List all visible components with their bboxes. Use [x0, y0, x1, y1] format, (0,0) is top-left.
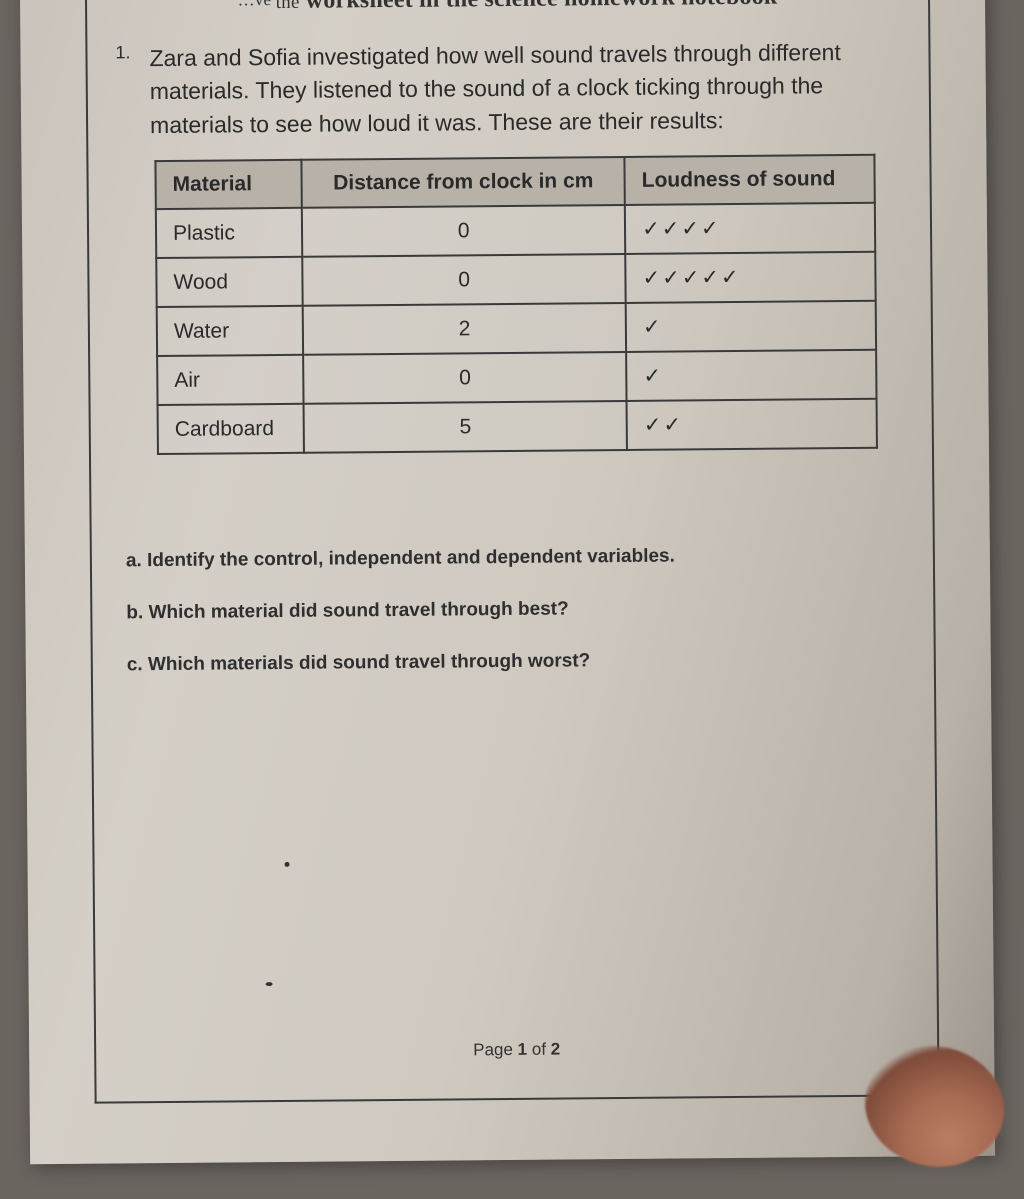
- results-table: Material Distance from clock in cm Loudn…: [154, 154, 878, 455]
- page-current: 1: [518, 1040, 528, 1059]
- table-header-row: Material Distance from clock in cm Loudn…: [155, 155, 874, 209]
- sub-question-a: a. Identify the control, independent and…: [126, 544, 905, 573]
- cell-material: Air: [157, 355, 304, 405]
- cell-distance: 5: [304, 401, 627, 453]
- page-total: 2: [551, 1040, 561, 1059]
- cell-distance: 0: [302, 254, 625, 306]
- cell-distance: 2: [303, 303, 626, 355]
- table-row: Plastic 0 ✓✓✓✓: [156, 203, 875, 258]
- page-prefix: Page: [473, 1040, 518, 1059]
- speck-mark: [285, 862, 290, 867]
- cell-loudness: ✓: [626, 301, 876, 352]
- question-text: Zara and Sofia investigated how well sou…: [149, 36, 901, 143]
- cell-material: Wood: [156, 257, 303, 307]
- col-material: Material: [155, 160, 302, 209]
- header-text: worksheet in the science homework notebo…: [306, 0, 778, 14]
- cell-distance: 0: [302, 205, 625, 257]
- table-row: Water 2 ✓: [157, 301, 876, 356]
- question-1: 1. Zara and Sofia investigated how well …: [115, 36, 904, 456]
- cell-material: Cardboard: [158, 404, 305, 454]
- cell-material: Plastic: [156, 208, 303, 258]
- cell-loudness: ✓✓: [627, 399, 877, 450]
- speck-mark: [266, 982, 273, 986]
- sub-question-b: b. Which material did sound travel throu…: [126, 596, 905, 625]
- header-prefix: the: [276, 0, 300, 13]
- table-row: Air 0 ✓: [157, 350, 876, 405]
- table-row: Cardboard 5 ✓✓: [158, 399, 877, 454]
- table-row: Wood 0 ✓✓✓✓✓: [156, 252, 875, 307]
- cell-loudness: ✓✓✓✓: [625, 203, 875, 254]
- page-frame: …ve the worksheet in the science homewor…: [85, 0, 940, 1104]
- col-distance: Distance from clock in cm: [302, 157, 625, 208]
- sub-question-c: c. Which materials did sound travel thro…: [127, 648, 906, 677]
- cell-loudness: ✓✓✓✓✓: [625, 252, 875, 303]
- cell-distance: 0: [303, 352, 626, 404]
- question-number: 1.: [115, 42, 130, 63]
- page-number: Page 1 of 2: [96, 1036, 937, 1063]
- sub-questions: a. Identify the control, independent and…: [120, 544, 906, 677]
- page-mid: of: [527, 1040, 551, 1059]
- col-loudness: Loudness of sound: [625, 155, 875, 205]
- cell-material: Water: [157, 306, 304, 356]
- worksheet-page: …ve the worksheet in the science homewor…: [20, 0, 995, 1164]
- cell-loudness: ✓: [626, 350, 876, 401]
